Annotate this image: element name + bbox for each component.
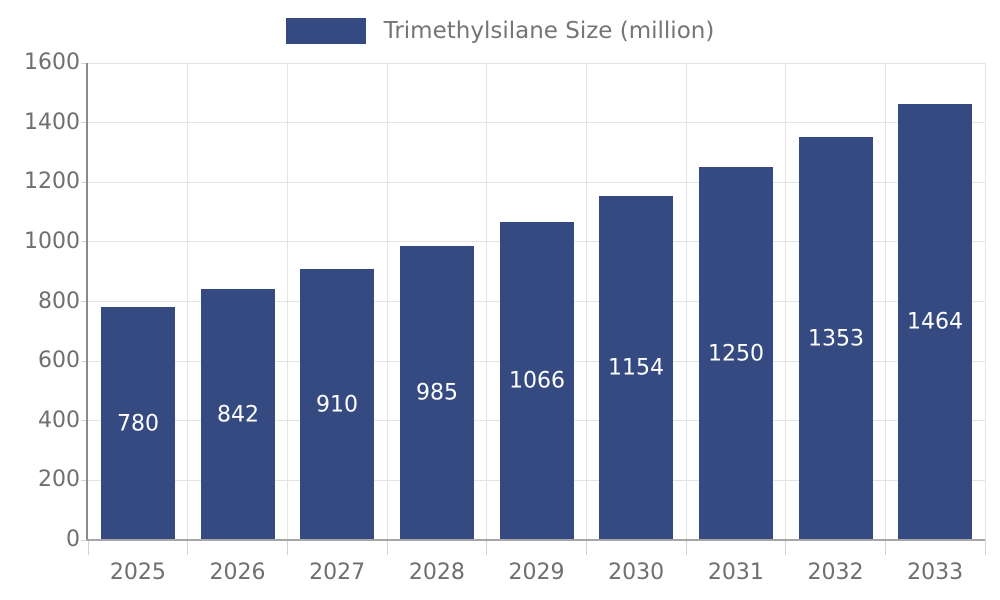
x-tick-label: 2028 <box>408 560 465 585</box>
bar: 842 <box>201 289 275 540</box>
x-tick-mark <box>286 540 288 555</box>
x-tick-mark <box>884 540 886 555</box>
bar-value-label: 780 <box>117 411 159 436</box>
plot-area: 780 842 910 985 1066 1154 1250 1353 1464 <box>88 62 986 540</box>
bar: 1464 <box>898 104 972 540</box>
bar-value-label: 1066 <box>509 368 565 394</box>
x-tick-mark <box>685 540 687 555</box>
bar-value-label: 1250 <box>708 341 764 366</box>
gridline-vertical <box>187 63 189 540</box>
y-tick-mark <box>81 122 88 124</box>
gridline-vertical <box>585 63 587 540</box>
legend: Trimethylsilane Size (million) <box>0 14 1000 48</box>
y-tick-label: 0 <box>66 527 80 552</box>
x-tick-mark <box>187 540 189 555</box>
bar: 1353 <box>799 137 873 540</box>
y-tick-mark <box>81 301 88 302</box>
gridline-vertical <box>785 63 787 540</box>
gridline-horizontal <box>88 122 985 124</box>
x-tick-label: 2029 <box>508 560 565 585</box>
y-tick-label: 1400 <box>24 109 80 135</box>
legend-swatch <box>285 18 366 44</box>
bar-value-label: 1464 <box>907 309 963 335</box>
y-tick-label: 200 <box>38 467 80 493</box>
x-tick-mark <box>785 540 787 555</box>
y-tick-mark <box>81 420 88 422</box>
y-tick-mark <box>81 62 88 64</box>
gridline-horizontal <box>88 181 985 183</box>
gridline-vertical <box>386 63 388 540</box>
y-tick-mark <box>81 479 88 481</box>
bar: 985 <box>400 246 474 540</box>
y-tick-mark <box>81 241 88 243</box>
x-tick-mark <box>486 540 488 555</box>
x-tick-label: 2027 <box>309 560 366 585</box>
x-tick-label: 2032 <box>807 560 864 585</box>
y-tick-mark <box>81 181 88 183</box>
x-tick-label: 2031 <box>707 560 764 585</box>
gridline-vertical <box>286 63 288 540</box>
y-tick-label: 1600 <box>24 50 80 75</box>
y-tick-label: 600 <box>38 348 80 374</box>
y-tick-mark <box>81 539 88 541</box>
y-tick-label: 1000 <box>24 228 80 254</box>
bar-value-label: 910 <box>316 392 358 417</box>
y-tick-label: 1200 <box>24 169 80 195</box>
x-tick-mark <box>585 540 587 555</box>
bar-value-label: 985 <box>416 380 458 406</box>
x-tick-mark <box>87 540 89 555</box>
y-tick-label: 400 <box>38 407 80 433</box>
legend-label: Trimethylsilane Size (million) <box>383 18 715 44</box>
gridline-vertical <box>984 63 986 540</box>
bar: 780 <box>101 307 175 540</box>
gridline-vertical <box>884 63 886 540</box>
x-tick-label: 2025 <box>109 560 166 585</box>
bar: 1066 <box>500 222 574 540</box>
x-tick-mark <box>386 540 388 555</box>
bar-value-label: 1154 <box>608 355 664 381</box>
gridline-vertical <box>486 63 488 540</box>
x-tick-mark <box>984 540 986 555</box>
x-tick-label: 2026 <box>209 560 266 585</box>
bar-value-label: 1353 <box>808 326 864 351</box>
x-tick-label: 2033 <box>907 560 964 585</box>
x-axis-line <box>86 539 985 541</box>
gridline-horizontal <box>88 62 985 64</box>
y-axis-line <box>86 63 88 540</box>
y-tick-mark <box>81 360 88 362</box>
bar: 1154 <box>599 196 673 540</box>
bar-value-label: 842 <box>217 402 259 427</box>
gridline-vertical <box>685 63 687 540</box>
y-tick-label: 800 <box>38 288 80 314</box>
bar: 910 <box>300 269 374 540</box>
x-tick-label: 2030 <box>608 560 665 585</box>
bar: 1250 <box>699 167 773 540</box>
